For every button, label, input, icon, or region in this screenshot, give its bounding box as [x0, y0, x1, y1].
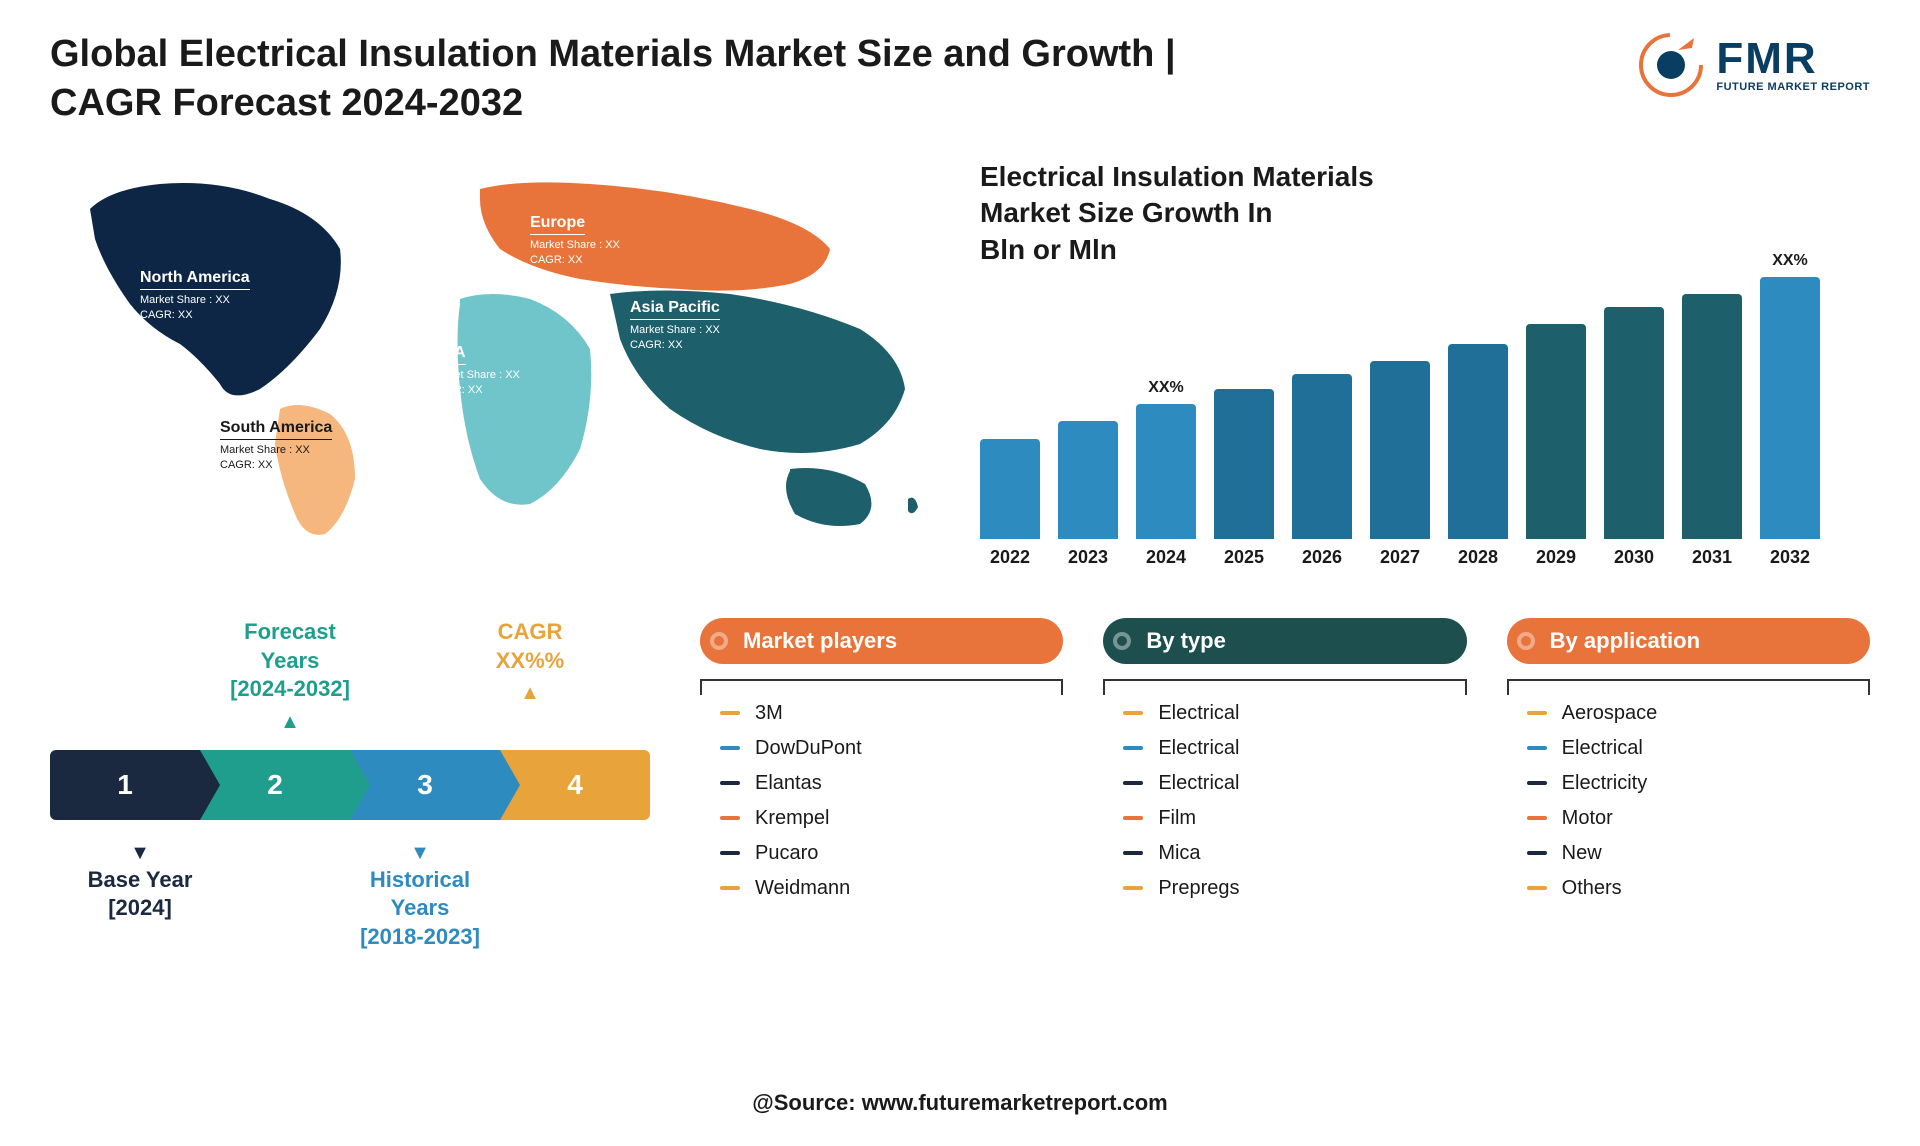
region-north-america: North AmericaMarket Share : XXCAGR: XX [140, 269, 250, 324]
region-mea: MEAMarket Share : XXCAGR: XX [430, 344, 520, 399]
header: Global Electrical Insulation Materials M… [50, 30, 1870, 129]
list-item: Krempel [720, 801, 1063, 836]
timeline-label-historical-years: ▼Historical Years[2018-2023] [350, 840, 490, 952]
timeline-label-forecast-years: Forecast Years[2024-2032]▲ [230, 618, 350, 735]
list-item: New [1527, 836, 1870, 871]
list-item: Electrical [1123, 696, 1466, 731]
list-item: Film [1123, 801, 1466, 836]
timeline-segment-3: 3 [350, 750, 500, 820]
list-item: Motor [1527, 801, 1870, 836]
logo-icon [1636, 30, 1706, 100]
source-text: @Source: www.futuremarketreport.com [752, 1090, 1168, 1116]
chart-title-l3: Bln or Mln [980, 232, 1870, 268]
chart-title-l1: Electrical Insulation Materials [980, 159, 1870, 195]
list-item: Prepregs [1123, 871, 1466, 906]
chart-title-l2: Market Size Growth In [980, 195, 1870, 231]
segment-header: By application [1507, 618, 1870, 664]
segment-by-application: By application AerospaceElectricalElectr… [1507, 618, 1870, 906]
bar-2022: 2022 [980, 439, 1040, 568]
bar-2023: 2023 [1058, 421, 1118, 568]
chart-title: Electrical Insulation Materials Market S… [980, 159, 1870, 268]
list-item: Pucaro [720, 836, 1063, 871]
timeline-segment-1: 1 [50, 750, 200, 820]
region-europe: EuropeMarket Share : XXCAGR: XX [530, 214, 620, 269]
bar-2032: XX% 2032 [1760, 277, 1820, 568]
world-map: North AmericaMarket Share : XXCAGR: XX So… [50, 159, 940, 539]
bar-2024: XX% 2024 [1136, 404, 1196, 568]
segment-by-type: By type ElectricalElectricalElectricalFi… [1103, 618, 1466, 906]
bar-2025: 2025 [1214, 389, 1274, 568]
bar-2029: 2029 [1526, 324, 1586, 568]
list-item: Others [1527, 871, 1870, 906]
logo-text: FMR [1716, 37, 1870, 81]
logo: FMR FUTURE MARKET REPORT [1636, 30, 1870, 100]
bar-chart: Electrical Insulation Materials Market S… [980, 159, 1870, 568]
segment-header: Market players [700, 618, 1063, 664]
logo-subtext: FUTURE MARKET REPORT [1716, 81, 1870, 93]
region-asia-pacific: Asia PacificMarket Share : XXCAGR: XX [630, 299, 720, 354]
region-south-america: South AmericaMarket Share : XXCAGR: XX [220, 419, 332, 474]
list-item: Electrical [1123, 766, 1466, 801]
timeline: Forecast Years[2024-2032]▲ CAGRXX%%▲ 1234… [50, 618, 650, 952]
list-item: Electrical [1527, 731, 1870, 766]
timeline-label-base-year: ▼Base Year[2024] [70, 840, 210, 923]
bar-2028: 2028 [1448, 344, 1508, 568]
segment-market-players: Market players 3MDowDuPontElantasKrempel… [700, 618, 1063, 906]
page-title: Global Electrical Insulation Materials M… [50, 30, 1250, 129]
list-item: Weidmann [720, 871, 1063, 906]
bar-2027: 2027 [1370, 361, 1430, 568]
segment-header: By type [1103, 618, 1466, 664]
list-item: Mica [1123, 836, 1466, 871]
bar-2026: 2026 [1292, 374, 1352, 568]
list-item: Elantas [720, 766, 1063, 801]
list-item: Electricity [1527, 766, 1870, 801]
list-item: Aerospace [1527, 696, 1870, 731]
bar-2031: 2031 [1682, 294, 1742, 568]
timeline-segment-4: 4 [500, 750, 650, 820]
list-item: DowDuPont [720, 731, 1063, 766]
list-item: Electrical [1123, 731, 1466, 766]
timeline-label-cagr: CAGRXX%%▲ [470, 618, 590, 706]
timeline-segment-2: 2 [200, 750, 350, 820]
chart-bars: 2022 2023 XX% 2024 2025 2026 2027 2028 20… [980, 288, 1870, 568]
bar-2030: 2030 [1604, 307, 1664, 568]
list-item: 3M [720, 696, 1063, 731]
